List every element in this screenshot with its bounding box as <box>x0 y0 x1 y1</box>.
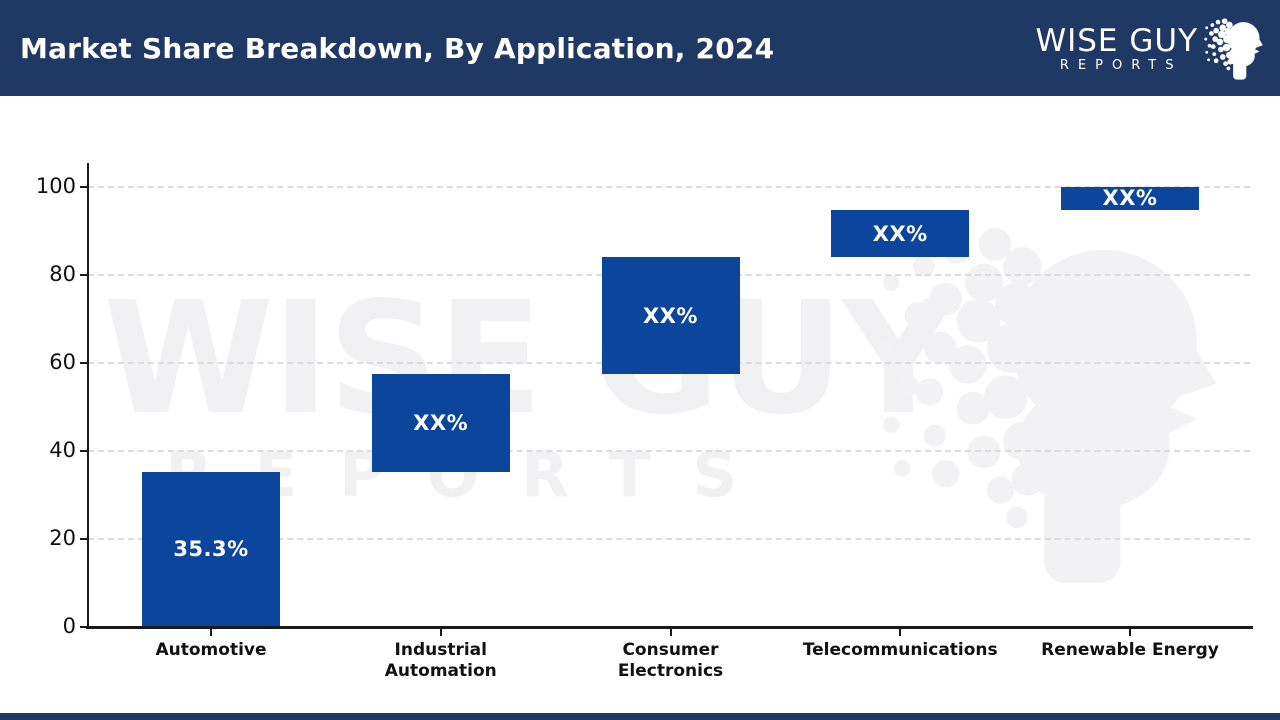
bar-value-label: XX% <box>872 221 928 246</box>
bar-value-label: XX% <box>643 303 698 328</box>
y-tick-80 <box>80 274 88 276</box>
y-tick-100 <box>80 186 88 188</box>
bar-value-label: 35.3% <box>173 537 249 562</box>
category-label-2: Consumer Electronics <box>617 640 724 681</box>
brand-logo-name: WISE GUY <box>1035 23 1198 59</box>
page-title: Market Share Breakdown, By Application, … <box>20 31 775 65</box>
category-label-0: Automotive <box>155 640 267 660</box>
y-tick-label-0: 0 <box>62 614 76 638</box>
bar-renewable-energy: XX% <box>1061 186 1199 211</box>
y-tick-label-60: 60 <box>49 350 76 374</box>
x-tick-4 <box>1129 627 1131 636</box>
footer-accent-bar <box>0 713 1280 720</box>
bar-value-label: XX% <box>1102 186 1158 211</box>
watermark-text-line1: WISE GUY <box>103 268 954 449</box>
bar-consumer-electronics: XX% <box>601 257 740 374</box>
y-tick-label-40: 40 <box>49 438 76 462</box>
y-tick-60 <box>80 362 88 364</box>
bar-value-label: XX% <box>413 410 469 435</box>
brand-logo: WISE GUY REPORTS <box>1035 6 1268 92</box>
y-tick-label-80: 80 <box>49 262 76 286</box>
gridline-y-100 <box>88 186 1250 188</box>
y-tick-0 <box>80 626 88 628</box>
x-tick-2 <box>669 627 672 636</box>
gridline-y-40 <box>88 450 1250 452</box>
y-tick-label-20: 20 <box>49 526 76 550</box>
brand-face-icon <box>1204 18 1263 80</box>
category-label-1: Industrial Automation <box>384 640 497 681</box>
watermark-face-icon <box>877 228 1217 583</box>
y-tick-20 <box>80 538 88 540</box>
y-tick-40 <box>80 450 88 452</box>
category-label-3: Telecommunications <box>802 640 998 660</box>
x-tick-0 <box>210 627 212 636</box>
x-tick-3 <box>899 627 902 636</box>
category-label-4: Renewable Energy <box>1041 640 1219 660</box>
y-tick-label-100: 100 <box>35 174 76 198</box>
bar-telecommunications: XX% <box>831 209 970 258</box>
bar-industrial-automation: XX% <box>371 374 510 472</box>
header-bar: Market Share Breakdown, By Application, … <box>0 0 1280 96</box>
bar-automotive: 35.3% <box>142 471 280 627</box>
brand-logo-text: WISE GUY REPORTS <box>1035 24 1198 74</box>
y-axis-line <box>87 163 89 629</box>
brand-logo-subtitle: REPORTS <box>1059 58 1183 73</box>
x-tick-1 <box>439 627 442 636</box>
gridline-y-20 <box>88 538 1250 540</box>
